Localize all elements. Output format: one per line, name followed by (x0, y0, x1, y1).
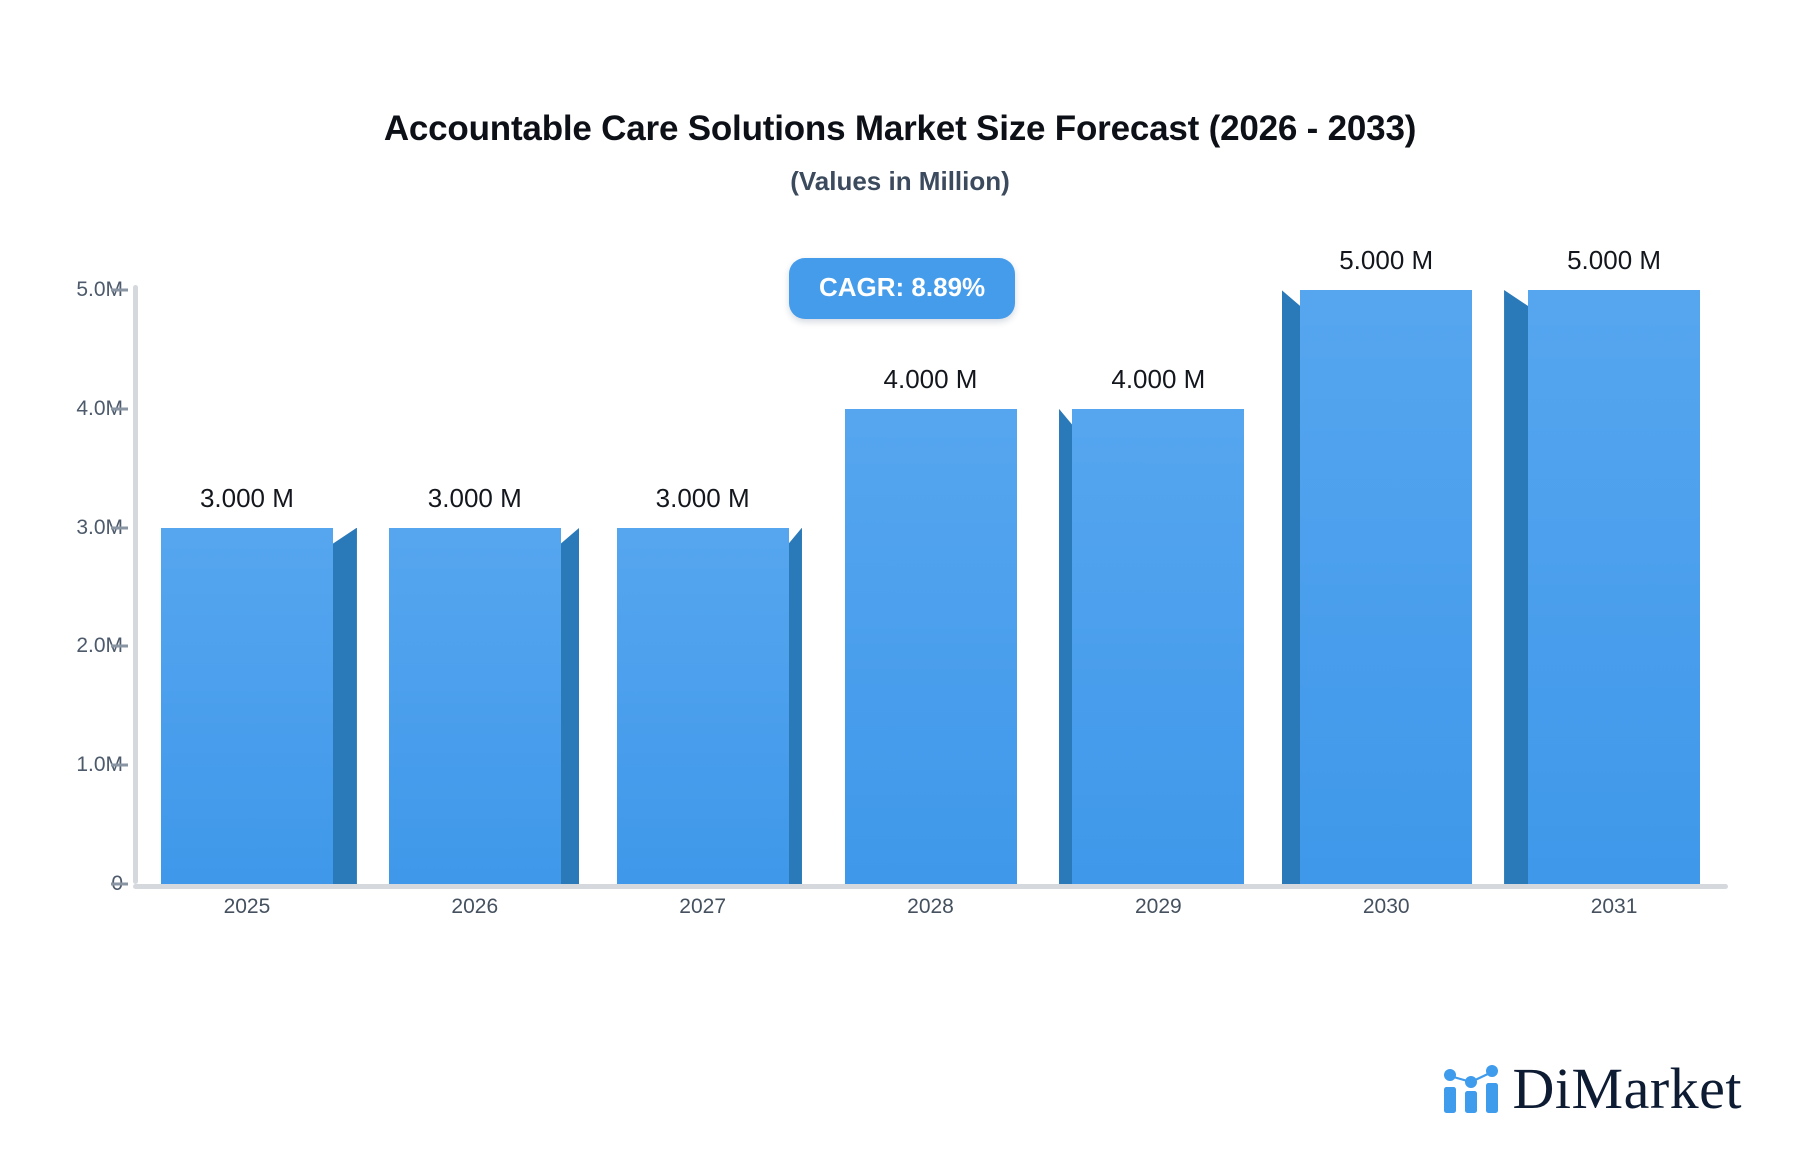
y-axis-tick-mark (111, 526, 128, 530)
bar-face (388, 527, 561, 884)
bar-value-label: 5.000 M (1567, 245, 1662, 275)
bar-face (1300, 290, 1473, 884)
bar-side-face (788, 527, 802, 884)
bar-value-label: 5.000 M (1339, 245, 1434, 275)
bar[interactable]: 4.000 M (1059, 364, 1245, 884)
bar-side-face (1281, 290, 1301, 884)
y-axis-tick-mark (111, 288, 128, 292)
bar-face (1072, 408, 1245, 884)
x-axis-label: 2029 (1134, 895, 1182, 918)
plot-area: 01.0M2.0M3.0M4.0M5.0M 3.000 M3.000 M3.00… (76, 245, 1728, 918)
x-axis-label: 2027 (679, 895, 726, 918)
title-block: Accountable Care Solutions Market Size F… (0, 108, 1800, 197)
x-axis-label: 2028 (907, 895, 954, 918)
bar[interactable]: 3.000 M (388, 483, 580, 884)
page-title: Accountable Care Solutions Market Size F… (383, 109, 1417, 148)
y-axis-tick-label: 5.0M (76, 278, 123, 301)
x-axis-label: 2025 (223, 895, 271, 918)
bar-value-label: 4.000 M (883, 363, 978, 394)
bar-face (616, 527, 789, 884)
cagr-badge: CAGR: 8.89% (789, 258, 1016, 319)
y-axis-tick-mark (111, 644, 128, 648)
bar-side-face (560, 527, 580, 884)
x-axis-label: 2030 (1362, 895, 1410, 918)
bar-value-label: 3.000 M (199, 482, 294, 513)
logo-text: DiMarket (1512, 1056, 1742, 1121)
bar-face (160, 527, 333, 884)
bar-chart-logo-icon (1443, 1065, 1498, 1113)
x-axis-label: 2031 (1590, 895, 1638, 918)
bar[interactable]: 5.000 M (1504, 245, 1701, 884)
x-axis-label: 2026 (451, 895, 499, 918)
chart-subtitle: (Values in Million) (790, 166, 1010, 196)
y-axis-tick-label: 4.0M (76, 396, 123, 420)
bar[interactable]: 3.000 M (616, 483, 802, 884)
y-axis-tick-label: 2.0M (76, 634, 123, 658)
bar-value-label: 3.000 M (427, 482, 522, 513)
bar-face (844, 408, 1017, 884)
y-axis-line (133, 285, 138, 884)
bar-side-face (332, 527, 357, 884)
bar[interactable]: 3.000 M (160, 483, 357, 884)
y-axis-tick-mark (111, 882, 128, 886)
bar-side-face (1059, 408, 1073, 884)
y-axis-tick-mark (111, 763, 128, 767)
x-axis-line (133, 884, 1728, 889)
y-axis-tick-label: 3.0M (76, 515, 123, 539)
bar[interactable]: 5.000 M (1281, 245, 1473, 884)
y-axis-tick-mark (111, 407, 128, 411)
bar-side-face (1504, 290, 1529, 884)
bar-face (1528, 290, 1701, 884)
bar[interactable]: 4.000 M (844, 364, 1017, 884)
bar-value-label: 4.000 M (1111, 363, 1206, 394)
y-axis-tick-label: 1.0M (76, 753, 123, 777)
dimarket-logo: DiMarket (1442, 1060, 1743, 1118)
y-axis-tick-label: 0 (23, 872, 123, 896)
bar-value-label: 3.000 M (655, 482, 750, 513)
